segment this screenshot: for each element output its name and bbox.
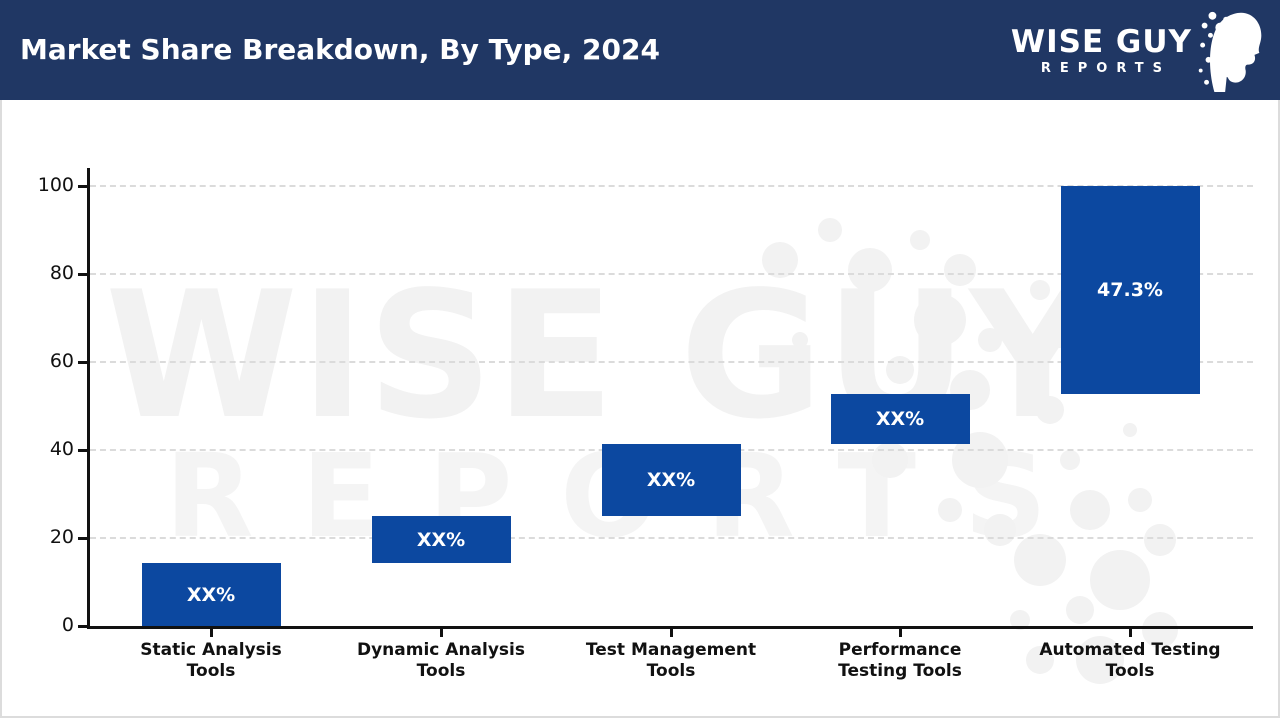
bar-value-label: XX%: [416, 528, 466, 551]
category-label-line: Tools: [186, 661, 236, 681]
x-tick: [439, 629, 443, 637]
y-tick-label: 60: [49, 350, 74, 372]
category-label: Automated Testing Tools: [1010, 640, 1250, 682]
y-tick-label: 40: [49, 438, 74, 460]
y-tick-40: [78, 449, 87, 452]
bar-value-label: XX%: [875, 407, 925, 430]
gridline-100: [90, 185, 1253, 187]
x-axis-line: [87, 626, 1253, 629]
y-tick-20: [78, 537, 87, 540]
gridline-60: [90, 361, 1253, 363]
x-tick: [669, 629, 673, 637]
brand-logo: WISE GUY REPORTS: [1011, 8, 1266, 93]
bar-value-label: 47.3%: [1097, 279, 1163, 302]
bar: XX%: [141, 563, 281, 626]
category-label-line: Tools: [646, 661, 696, 681]
category-label-line: Dynamic Analysis: [356, 640, 525, 660]
y-tick-80: [78, 273, 87, 276]
category-label-line: Automated Testing: [1039, 640, 1221, 660]
category-label-line: Testing Tools: [838, 661, 962, 681]
gridline-20: [90, 537, 1253, 539]
category-label: Dynamic Analysis Tools: [321, 640, 561, 682]
category-label: Static Analysis Tools: [91, 640, 331, 682]
gridline-80: [90, 273, 1253, 275]
y-tick-60: [78, 361, 87, 364]
bar-value-label: XX%: [646, 468, 696, 491]
category-label-line: Performance: [838, 640, 962, 660]
y-tick-label: 20: [49, 526, 74, 548]
bar-value-label: XX%: [186, 583, 236, 606]
y-axis-line: [87, 168, 90, 629]
y-tick-0: [78, 625, 87, 628]
bar: XX%: [830, 394, 970, 444]
wiseguy-head-icon: [1198, 11, 1262, 93]
category-label-line: Tools: [1105, 661, 1155, 681]
bar: XX%: [601, 443, 741, 516]
category-label-line: Tools: [416, 661, 466, 681]
bar: XX%: [371, 516, 511, 564]
wiseguy-wordmark: WISE GUY REPORTS: [1011, 25, 1192, 76]
y-tick-100: [78, 185, 87, 188]
x-tick: [1128, 629, 1132, 637]
bar: 47.3%: [1060, 186, 1200, 395]
y-tick-label: 0: [61, 614, 74, 636]
x-tick: [898, 629, 902, 637]
category-label: Test Management Tools: [551, 640, 791, 682]
wiseguy-wordmark-line2: REPORTS: [1040, 60, 1172, 76]
page-title: Market Share Breakdown, By Type, 2024: [20, 33, 660, 66]
y-tick-label: 80: [49, 262, 74, 284]
wiseguy-wordmark-line1: WISE GUY: [1010, 23, 1192, 60]
category-label-line: Test Management: [585, 640, 757, 660]
category-label: Performance Testing Tools: [780, 640, 1020, 682]
x-tick: [209, 629, 213, 637]
header-bar: Market Share Breakdown, By Type, 2024 WI…: [0, 0, 1280, 100]
category-label-line: Static Analysis: [140, 640, 282, 660]
y-tick-label: 100: [37, 174, 74, 196]
